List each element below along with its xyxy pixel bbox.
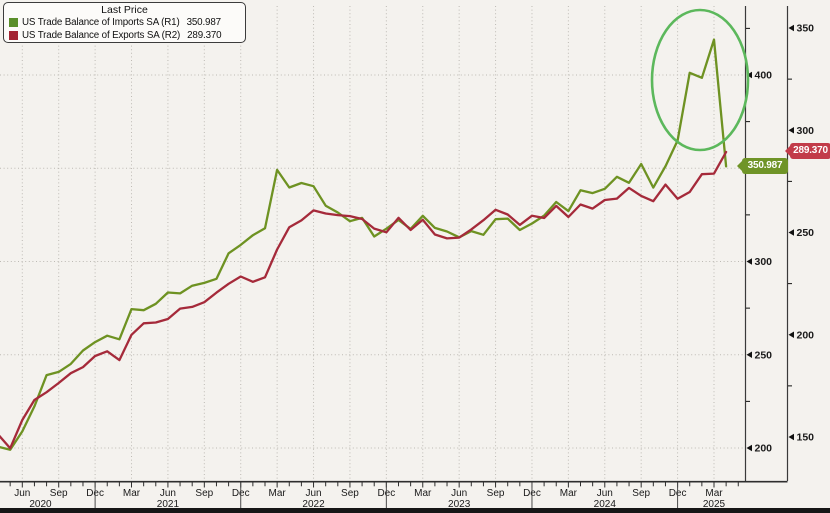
exports-last-price-value: 289.370	[793, 145, 828, 156]
series-lines	[0, 38, 728, 451]
svg-text:Sep: Sep	[487, 488, 505, 499]
gridlines	[0, 6, 745, 481]
imports-line	[0, 38, 728, 451]
svg-text:2025: 2025	[703, 499, 726, 510]
y-axis-labels: 200250300350400150200250300350	[746, 23, 814, 455]
svg-text:Mar: Mar	[123, 488, 141, 499]
legend-exports-value: 289.370	[187, 30, 222, 41]
svg-text:2020: 2020	[29, 499, 52, 510]
highlight-ellipse	[650, 8, 750, 152]
axes	[0, 6, 789, 483]
svg-text:Mar: Mar	[560, 488, 578, 499]
legend-imports-label: US Trade Balance of Imports SA (R1)	[22, 17, 180, 28]
svg-text:Jun: Jun	[14, 488, 30, 499]
svg-text:Sep: Sep	[341, 488, 359, 499]
svg-text:300: 300	[797, 125, 815, 137]
svg-text:Mar: Mar	[414, 488, 432, 499]
svg-text:2024: 2024	[594, 499, 617, 510]
svg-text:Sep: Sep	[632, 488, 650, 499]
svg-text:2022: 2022	[302, 499, 325, 510]
svg-text:Jun: Jun	[305, 488, 321, 499]
svg-text:400: 400	[755, 70, 773, 82]
svg-text:250: 250	[755, 349, 773, 361]
svg-text:250: 250	[797, 227, 815, 239]
legend-item-imports: US Trade Balance of Imports SA (R1) 350.…	[4, 16, 245, 29]
legend-box: Last Price US Trade Balance of Imports S…	[3, 2, 246, 43]
imports-last-price-value: 350.987	[747, 160, 783, 171]
svg-text:200: 200	[755, 443, 773, 455]
svg-text:2023: 2023	[448, 499, 471, 510]
svg-text:Sep: Sep	[50, 488, 68, 499]
svg-text:Mar: Mar	[705, 488, 723, 499]
svg-text:200: 200	[797, 329, 815, 341]
svg-text:Jun: Jun	[451, 488, 467, 499]
svg-text:Sep: Sep	[195, 488, 213, 499]
svg-text:Jun: Jun	[160, 488, 176, 499]
annotation	[650, 8, 750, 152]
svg-text:Mar: Mar	[269, 488, 287, 499]
svg-text:350: 350	[797, 23, 815, 35]
imports-last-price-badge: 350.987	[737, 158, 788, 174]
legend-exports-label: US Trade Balance of Exports SA (R2)	[22, 30, 181, 41]
legend-item-exports: US Trade Balance of Exports SA (R2) 289.…	[4, 29, 245, 42]
legend-imports-value: 350.987	[186, 17, 222, 28]
svg-text:Jun: Jun	[597, 488, 613, 499]
legend-title: Last Price	[101, 4, 148, 16]
x-axis-labels: Jun Sep Dec Mar Jun Sep Dec Mar Jun Sep Dec Mar Jun S…	[9, 482, 739, 510]
svg-text:300: 300	[755, 256, 773, 268]
exports-line	[0, 150, 728, 450]
bottom-border-bar	[0, 508, 830, 513]
svg-text:2021: 2021	[157, 499, 180, 510]
exports-swatch-icon	[9, 31, 18, 40]
exports-last-price-badge: 289.370	[785, 143, 830, 159]
svg-text:150: 150	[797, 432, 815, 444]
imports-swatch-icon	[9, 18, 18, 27]
